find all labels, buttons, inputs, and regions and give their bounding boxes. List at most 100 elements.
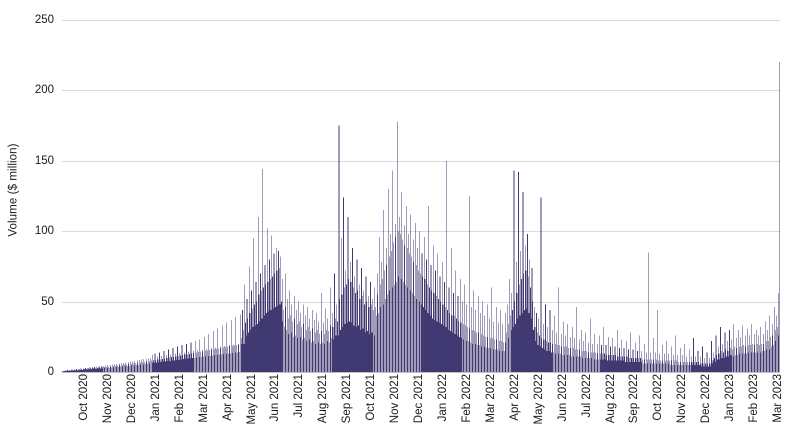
- bar: [770, 336, 771, 372]
- bar: [207, 350, 208, 372]
- bar: [166, 358, 168, 372]
- bar: [416, 298, 418, 372]
- bar: [479, 345, 480, 372]
- bar: [299, 336, 301, 372]
- bar: [757, 352, 759, 372]
- bar: [753, 352, 754, 372]
- bar: [344, 324, 346, 372]
- bar: [289, 290, 290, 372]
- bar: [679, 364, 680, 372]
- bar: [153, 360, 154, 372]
- x-tick-label: Aug 2022: [604, 374, 617, 424]
- bar: [582, 357, 584, 372]
- bar: [198, 357, 200, 372]
- bar: [159, 352, 160, 372]
- bar: [625, 362, 626, 372]
- bar: [517, 318, 519, 372]
- bar: [277, 305, 279, 372]
- bar: [442, 304, 444, 372]
- bar: [644, 359, 646, 372]
- bar: [504, 312, 506, 372]
- bar: [226, 322, 228, 372]
- bar: [645, 363, 646, 372]
- bar: [280, 256, 282, 372]
- x-tick-label: Aug 2021: [317, 374, 330, 424]
- bar: [153, 362, 155, 372]
- bar: [119, 365, 121, 372]
- bar: [420, 273, 421, 372]
- bar: [287, 298, 288, 372]
- bar: [331, 338, 332, 372]
- bar: [430, 264, 432, 372]
- bar: [607, 336, 609, 372]
- bar: [426, 259, 427, 372]
- bar: [214, 355, 216, 372]
- bar: [376, 315, 377, 372]
- bar: [100, 366, 102, 372]
- bar: [568, 348, 569, 372]
- bar: [765, 321, 766, 372]
- bar: [228, 353, 229, 372]
- bar: [759, 345, 760, 372]
- bar: [447, 310, 448, 372]
- bar: [73, 369, 75, 372]
- bar: [487, 336, 489, 372]
- bar: [771, 346, 772, 372]
- bar: [540, 197, 542, 372]
- bar: [308, 339, 310, 372]
- bar: [217, 328, 219, 372]
- bar: [723, 357, 725, 372]
- bar: [734, 346, 735, 372]
- bar: [456, 335, 458, 372]
- bar: [437, 253, 439, 372]
- bar: [750, 352, 752, 372]
- y-tick-label: 150: [34, 154, 54, 167]
- bar: [724, 332, 726, 372]
- bar: [654, 363, 655, 372]
- bar: [424, 279, 426, 372]
- bar: [85, 368, 87, 372]
- bar: [557, 345, 558, 372]
- x-tick-label: Nov 2021: [389, 374, 402, 424]
- bar: [708, 357, 710, 372]
- bar: [762, 350, 763, 372]
- bar: [694, 364, 696, 372]
- bar: [367, 331, 368, 372]
- bar: [726, 341, 728, 372]
- bar: [619, 348, 620, 372]
- x-tick-label: Apr 2022: [508, 374, 521, 421]
- bar: [148, 358, 149, 372]
- bar: [122, 366, 124, 372]
- bar: [330, 325, 332, 372]
- bar: [527, 276, 529, 372]
- bar: [297, 338, 299, 372]
- bar: [210, 348, 212, 372]
- bar: [328, 331, 329, 372]
- bar: [468, 341, 469, 372]
- bar: [693, 338, 694, 372]
- bar: [294, 318, 296, 372]
- bar: [219, 346, 221, 372]
- bar: [562, 355, 563, 372]
- bar: [647, 363, 649, 372]
- x-tick-label: Sep 2021: [341, 374, 354, 424]
- bar: [577, 349, 578, 372]
- bar: [615, 355, 617, 372]
- bar: [619, 356, 621, 372]
- bar: [538, 318, 540, 372]
- bar: [293, 336, 294, 372]
- bar: [548, 342, 549, 372]
- bar: [90, 368, 92, 372]
- y-tick-label: 100: [34, 225, 54, 238]
- bar: [741, 353, 743, 372]
- bar: [613, 355, 614, 372]
- bar: [705, 366, 707, 372]
- x-tick-label: Mar 2023: [772, 374, 785, 423]
- bar: [311, 342, 312, 372]
- bar: [604, 359, 606, 372]
- bar: [296, 324, 298, 372]
- bar: [368, 307, 370, 372]
- bar: [412, 293, 413, 372]
- bar: [279, 304, 281, 372]
- bar: [640, 357, 641, 372]
